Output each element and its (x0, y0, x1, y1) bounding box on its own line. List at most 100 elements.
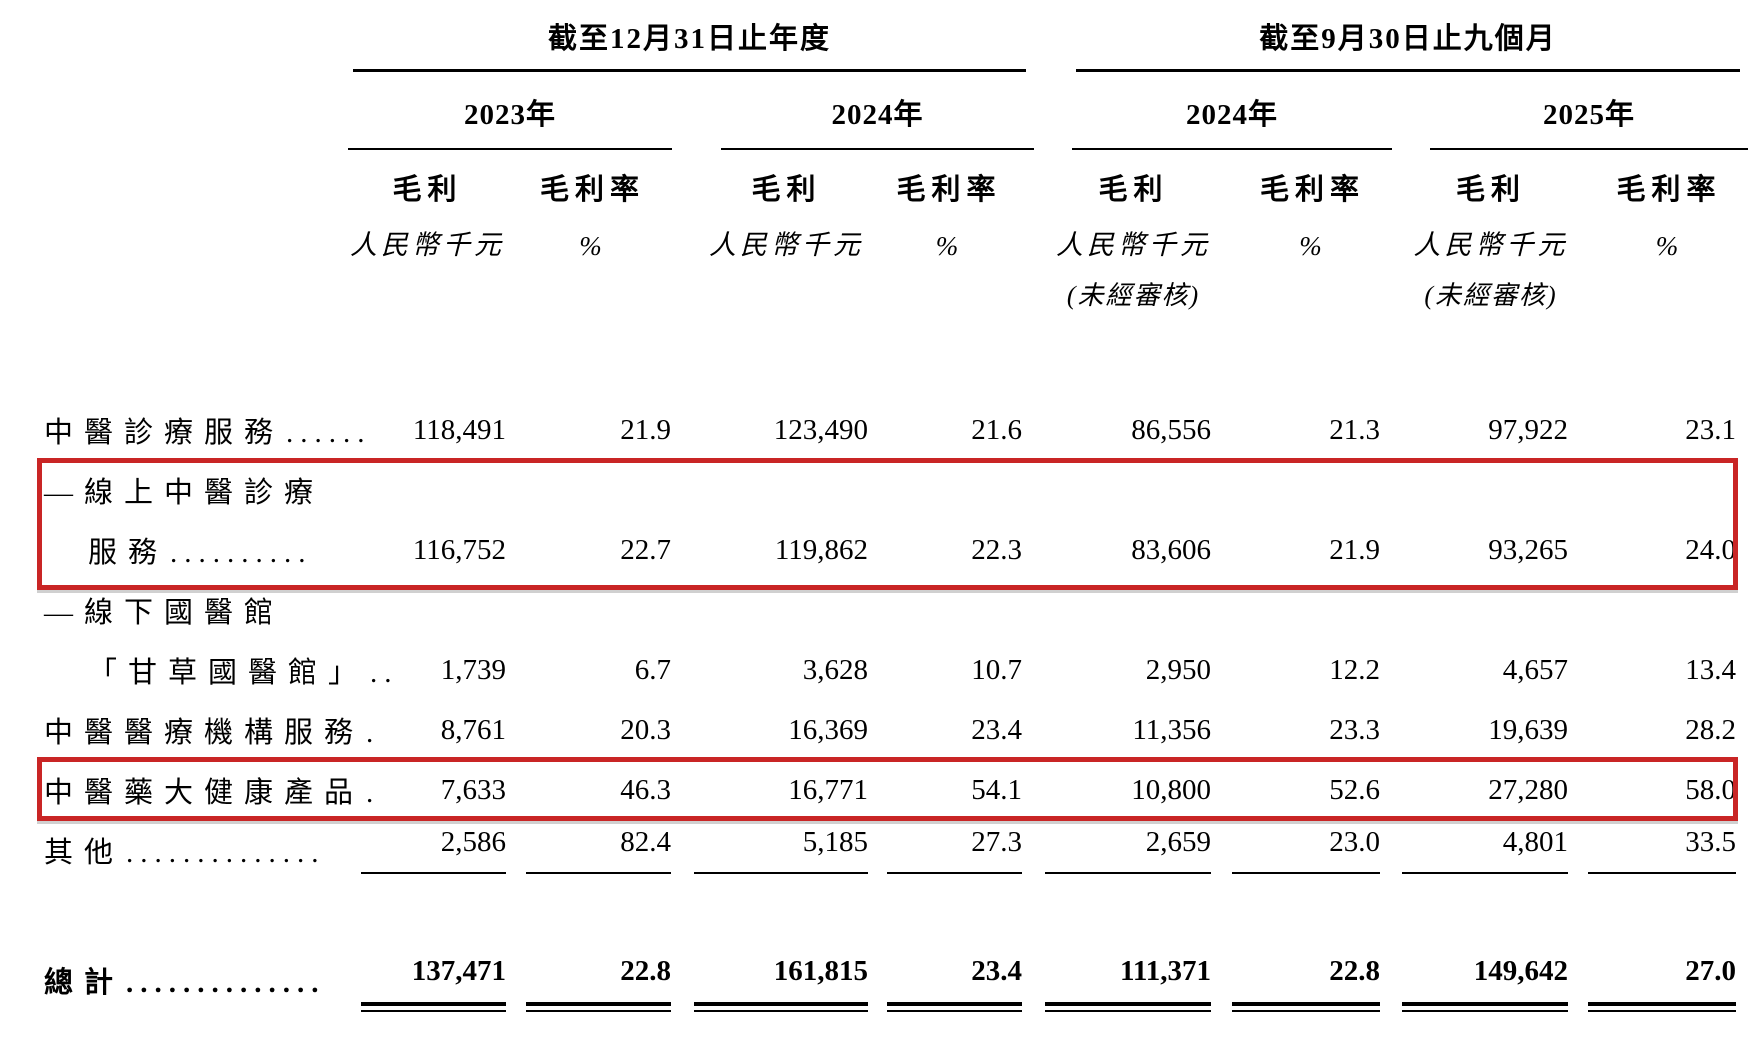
row-online-tcm-services-line1: —線上中醫診療 (30, 460, 1740, 520)
unit-pct-2023: % (579, 231, 606, 261)
leader-dots: ...... (286, 417, 372, 449)
value-cell: 22.7 (620, 533, 671, 566)
row-tcm-institution-services: 中醫醫療機構服務. 8,761 20.3 16,369 23.4 11,356 … (30, 700, 1740, 760)
row-label: 「甘草國醫館」 (88, 657, 369, 689)
value-cell: 83,606 (1131, 533, 1212, 566)
pre-total-spacer (30, 880, 1740, 940)
value-cell: 3,628 (802, 653, 868, 686)
unit-rmb-2024i: 人民幣千元 (1056, 230, 1212, 260)
leader-dots: .............. (126, 837, 326, 869)
leader-dots: .. (370, 657, 399, 689)
value-cell: 86,556 (1131, 413, 1212, 446)
value-cell: 93,265 (1488, 533, 1569, 566)
row-label: 中醫醫療機構服務 (44, 717, 365, 749)
units-row: 人民幣千元 % 人民幣千元 % 人民幣千元 % 人民幣千元 % (30, 214, 1740, 266)
value-cell: 16,771 (788, 773, 868, 806)
unit-rmb-2023: 人民幣千元 (350, 230, 505, 260)
total-value-cell: 111,371 (1026, 940, 1215, 1020)
row-label: 中醫診療服務 (44, 417, 285, 449)
col-gross-profit-2024: 毛利 (751, 174, 822, 206)
period-group-interim: 截至9月30日止九個月 (1026, 0, 1741, 72)
value-cell: 123,490 (773, 413, 868, 446)
total-value-cell: 22.8 (1215, 940, 1384, 1020)
value-cell: 23.4 (971, 713, 1023, 746)
row-label: 中醫藥大健康產品 (44, 777, 365, 809)
value-cell: 97,922 (1488, 413, 1569, 446)
value-cell: 8,761 (440, 713, 506, 746)
column-header-row: 毛利 毛利率 毛利 毛利率 毛利 毛利率 毛利 毛利率 (30, 150, 1740, 214)
value-cell: 46.3 (620, 773, 671, 806)
value-cell: 23.0 (1215, 820, 1384, 880)
col-gross-profit-2024i: 毛利 (1098, 174, 1169, 206)
value-cell: 6.7 (634, 653, 671, 686)
row-label: —線上中醫診療 (44, 477, 325, 509)
value-cell: 119,862 (774, 533, 868, 566)
row-others: 其他.............. 2,586 82.4 5,185 27.3 2… (30, 820, 1740, 880)
value-cell: 52.6 (1329, 773, 1381, 806)
row-tcm-diagnosis-services: 中醫診療服務...... 118,491 21.9 123,490 21.6 8… (30, 400, 1740, 460)
period-group-interim-title: 截至9月30日止九個月 (1076, 15, 1741, 72)
unit-pct-2025i: % (1655, 231, 1683, 261)
value-cell: 2,586 (345, 820, 510, 880)
value-cell: 23.3 (1329, 713, 1381, 746)
total-value-cell: 149,642 (1384, 940, 1572, 1020)
value-cell: 10.7 (971, 653, 1023, 686)
unaudited-note-2024i: (未經審核) (1066, 281, 1201, 310)
row-tcm-health-products: 中醫藥大健康產品. 7,633 46.3 16,771 54.1 10,800 … (30, 760, 1740, 820)
value-cell: 11,356 (1132, 713, 1212, 746)
value-cell: 58.0 (1685, 773, 1737, 806)
value-cell: 21.3 (1329, 413, 1381, 446)
value-cell: 22.3 (971, 533, 1023, 566)
value-cell: 1,739 (440, 653, 506, 686)
total-value-cell: 161,815 (675, 940, 872, 1020)
value-cell: 12.2 (1329, 653, 1381, 686)
value-cell: 4,801 (1384, 820, 1572, 880)
value-cell: 19,639 (1488, 713, 1569, 746)
leader-dots: . (366, 777, 381, 809)
period-group-annual-title: 截至12月31日止年度 (353, 15, 1027, 72)
period-group-row: 截至12月31日止年度 截至9月30日止九個月 (30, 0, 1741, 72)
period-group-annual: 截至12月31日止年度 (345, 0, 1027, 72)
leader-dots: .......... (170, 537, 313, 569)
unit-pct-2024i: % (1299, 231, 1326, 261)
col-gross-profit-2025i: 毛利 (1456, 174, 1527, 206)
value-cell: 21.9 (1329, 533, 1381, 566)
row-label: 服務 (88, 537, 169, 569)
year-header-row: 2023年 2024年 2024年 2025年 (30, 72, 1749, 150)
value-cell: 33.5 (1572, 820, 1740, 880)
total-value-cell: 23.4 (872, 940, 1026, 1020)
year-2023: 2023年 (345, 72, 675, 150)
leader-dots: .............. (126, 967, 326, 999)
leader-dots: . (366, 717, 381, 749)
row-offline-clinics-line2: 「甘草國醫館」.. 1,739 6.7 3,628 10.7 2,950 12.… (30, 640, 1740, 700)
total-label: 總計 (44, 967, 125, 999)
unaudited-note-2025i: (未經審核) (1424, 281, 1558, 310)
value-cell: 16,369 (788, 713, 868, 746)
label-column-header (30, 0, 345, 72)
unit-rmb-2025i: 人民幣千元 (1413, 230, 1569, 260)
value-cell: 21.9 (620, 413, 671, 446)
header-spacer (30, 316, 1740, 400)
value-cell: 2,950 (1145, 653, 1212, 686)
col-gross-margin-2024: 毛利率 (896, 174, 1002, 206)
year-2024: 2024年 (675, 72, 1035, 150)
row-offline-clinics-line1: —線下國醫館 (30, 580, 1740, 640)
value-cell: 5,185 (675, 820, 872, 880)
row-label: 其他 (44, 837, 125, 869)
total-value-cell: 22.8 (510, 940, 675, 1020)
value-cell: 10,800 (1131, 773, 1212, 806)
row-label: —線下國醫館 (44, 597, 285, 629)
value-cell: 27.3 (872, 820, 1026, 880)
year-2025-interim: 2025年 (1384, 72, 1749, 150)
value-cell: 24.0 (1685, 533, 1737, 566)
gross-profit-table: 截至12月31日止年度 截至9月30日止九個月 2023年 2024年 2024… (30, 0, 1749, 1020)
value-cell: 20.3 (620, 713, 671, 746)
value-cell: 2,659 (1026, 820, 1215, 880)
year-2024-interim: 2024年 (1026, 72, 1393, 150)
value-cell: 7,633 (440, 773, 506, 806)
value-cell: 116,752 (412, 533, 506, 566)
row-total: 總計.............. 137,471 22.8 161,815 23… (30, 940, 1740, 1020)
unaudited-row: (未經審核) (未經審核) (30, 266, 1740, 316)
total-value-cell: 137,471 (345, 940, 510, 1020)
